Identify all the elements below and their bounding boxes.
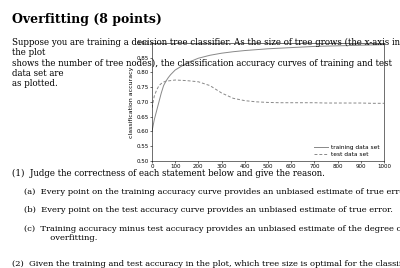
training data set: [164, 80, 168, 83]
training data set: [231, 50, 236, 53]
test data set: [254, 100, 259, 103]
training data set: [335, 44, 340, 47]
training data set: [196, 57, 201, 60]
test data set: [370, 102, 375, 105]
test data set: [347, 101, 352, 105]
training data set: [150, 130, 154, 133]
training data set: [156, 100, 161, 103]
test data set: [154, 88, 159, 92]
test data set: [324, 101, 328, 105]
training data set: [173, 68, 178, 72]
training data set: [184, 61, 189, 65]
training data set: [219, 51, 224, 55]
test data set: [208, 84, 212, 87]
Text: (a)  Every point on the training accuracy curve provides an unbiased estimate of: (a) Every point on the training accuracy…: [24, 188, 400, 196]
training data set: [168, 73, 173, 76]
test data set: [170, 79, 175, 82]
test data set: [312, 101, 317, 104]
training data set: [266, 47, 270, 50]
training data set: [154, 109, 159, 112]
test data set: [164, 80, 168, 83]
test data set: [184, 79, 189, 82]
Line: test data set: test data set: [152, 80, 384, 108]
test data set: [166, 79, 171, 83]
training data set: [312, 45, 317, 48]
test data set: [168, 79, 173, 82]
test data set: [382, 102, 386, 105]
test data set: [152, 94, 157, 98]
training data set: [289, 46, 294, 49]
test data set: [173, 79, 178, 82]
training data set: [242, 49, 247, 52]
test data set: [358, 101, 363, 105]
training data set: [159, 91, 164, 95]
Y-axis label: classification accuracy: classification accuracy: [128, 66, 134, 137]
test data set: [289, 101, 294, 104]
test data set: [150, 106, 154, 109]
Text: Overfitting (8 points): Overfitting (8 points): [12, 13, 162, 27]
test data set: [231, 97, 236, 100]
test data set: [300, 101, 305, 104]
test data set: [161, 80, 166, 84]
training data set: [347, 44, 352, 47]
training data set: [152, 118, 157, 121]
Legend: training data set, test data set: training data set, test data set: [313, 144, 381, 158]
training data set: [170, 71, 175, 74]
test data set: [196, 80, 201, 83]
test data set: [159, 82, 164, 85]
test data set: [335, 101, 340, 105]
Text: (b)  Every point on the test accuracy curve provides an unbiased estimate of tru: (b) Every point on the test accuracy cur…: [24, 206, 393, 214]
Line: training data set: training data set: [152, 45, 384, 131]
training data set: [208, 54, 212, 57]
training data set: [300, 45, 305, 49]
training data set: [166, 76, 171, 79]
Text: (c)  Training accuracy minus test accuracy provides an unbiased estimate of the : (c) Training accuracy minus test accurac…: [24, 225, 400, 242]
test data set: [156, 84, 161, 87]
training data set: [358, 44, 363, 47]
Text: (2)  Given the training and test accuracy in the plot, which tree size is optima: (2) Given the training and test accuracy…: [12, 260, 400, 268]
test data set: [266, 101, 270, 104]
training data set: [161, 84, 166, 87]
training data set: [324, 44, 328, 48]
Text: Suppose you are training a decision tree classifier. As the size of tree grows (: Suppose you are training a decision tree…: [12, 38, 400, 88]
test data set: [277, 101, 282, 104]
test data set: [219, 91, 224, 95]
training data set: [382, 43, 386, 46]
training data set: [370, 43, 375, 47]
Text: (1)  Judge the correctness of each statement below and give the reason.: (1) Judge the correctness of each statem…: [12, 169, 325, 178]
training data set: [277, 47, 282, 50]
training data set: [254, 48, 259, 51]
test data set: [242, 99, 247, 102]
